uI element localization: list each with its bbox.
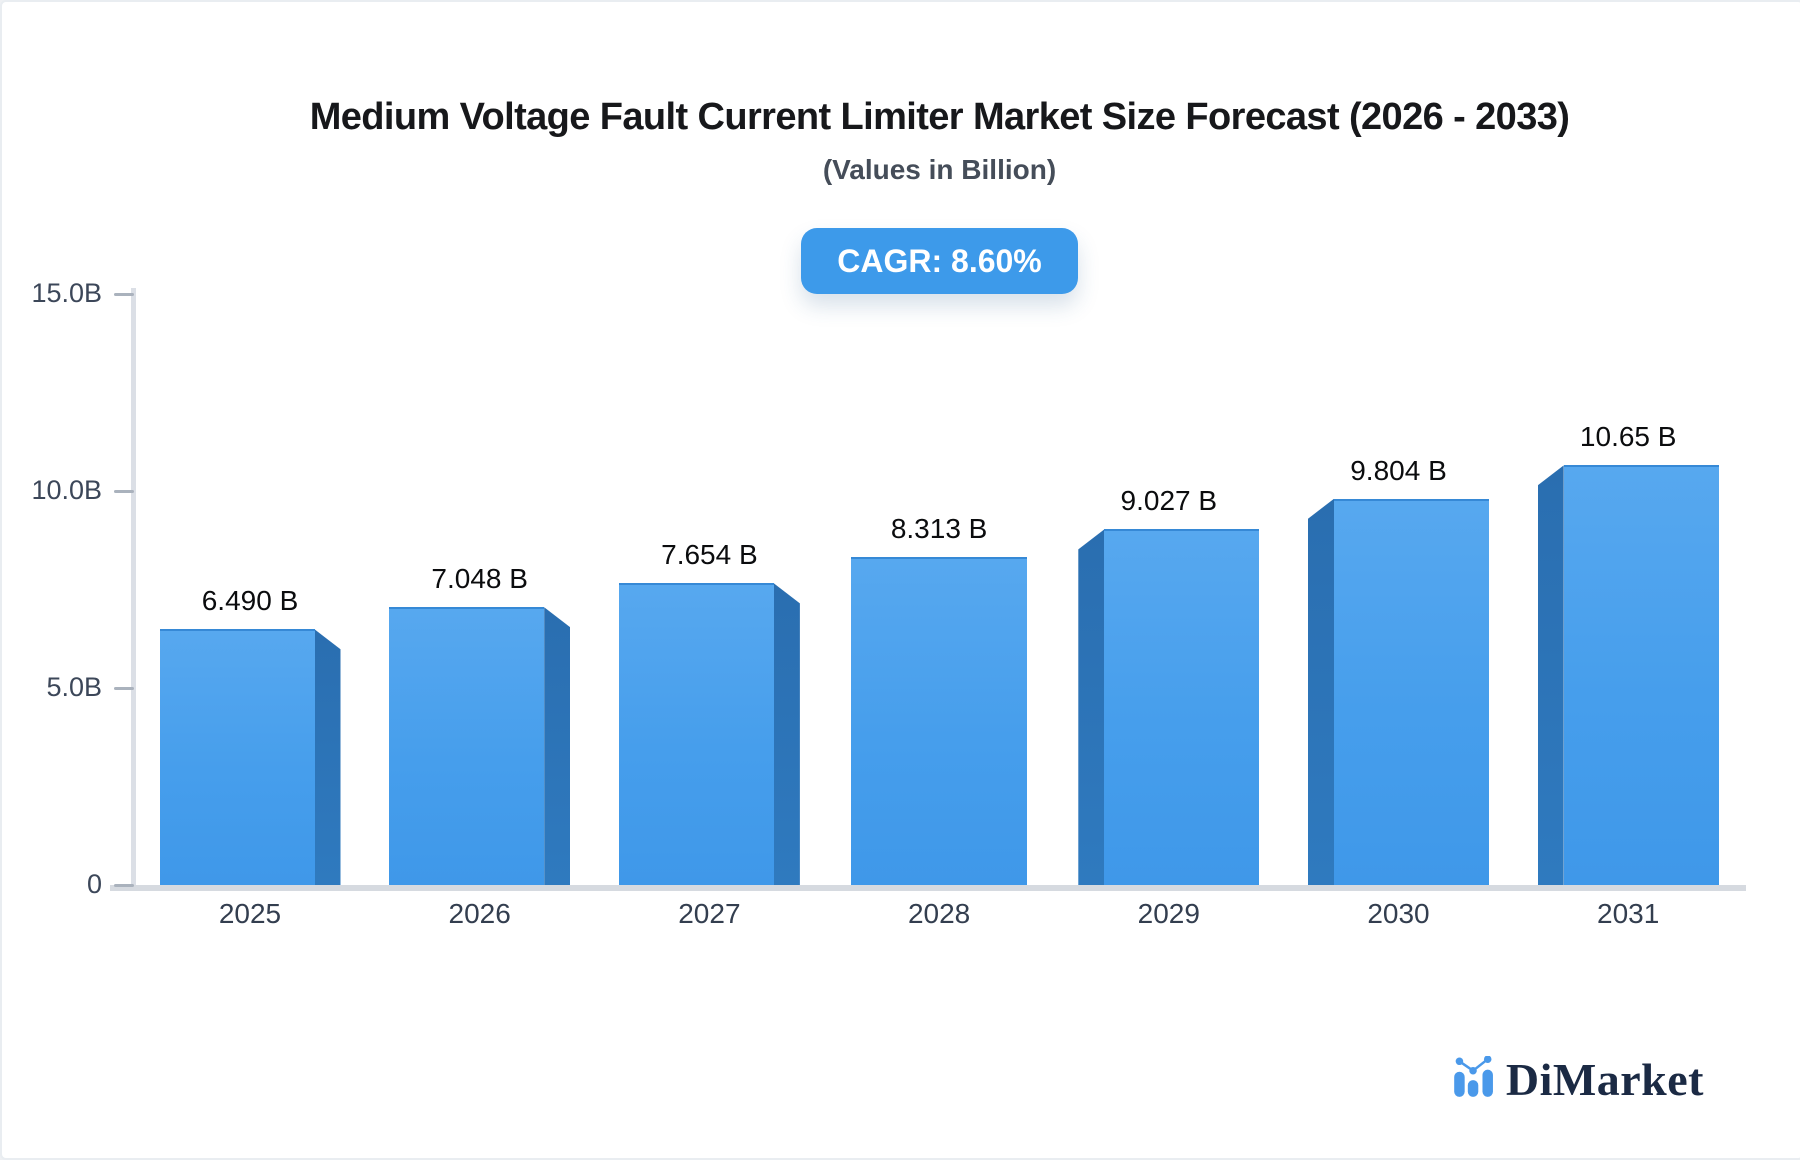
x-label-2030: 2030 xyxy=(1367,898,1430,929)
y-tick-label-0: 0 xyxy=(86,869,102,899)
y-tick-label-15.0B: 15.0B xyxy=(31,278,102,308)
bar-2031 xyxy=(1563,465,1719,885)
bar-2029 xyxy=(1104,529,1260,885)
x-label-2025: 2025 xyxy=(218,898,282,929)
bar-value-2025: 6.490 B xyxy=(201,585,299,617)
bar-chart-logo-icon xyxy=(1450,1055,1494,1103)
y-tick-label-5.0B: 5.0B xyxy=(46,672,102,702)
cagr-badge: CAGR: 8.60% xyxy=(801,228,1078,294)
x-axis-line xyxy=(110,885,1746,891)
bar-2031-side xyxy=(1537,465,1564,885)
x-label-2027: 2027 xyxy=(678,898,741,929)
y-axis-line xyxy=(131,288,136,888)
y-tick-dash-15.0B xyxy=(114,293,134,296)
brand-logo: DiMarket xyxy=(1450,1053,1704,1106)
bar-2027-side xyxy=(773,583,800,885)
bar-value-2027: 7.654 B xyxy=(661,539,758,571)
x-label-2026: 2026 xyxy=(448,898,511,929)
x-label-2028: 2028 xyxy=(907,898,971,929)
chart-subtitle: (Values in Billion) xyxy=(822,154,1057,185)
x-label-2029: 2029 xyxy=(1137,898,1200,929)
bar-2030 xyxy=(1334,498,1489,885)
bar-2026-side xyxy=(544,607,571,885)
bar-value-2029: 9.027 B xyxy=(1120,485,1218,517)
bar-2027 xyxy=(618,583,774,885)
chart-header: Medium Voltage Fault Current Limiter Mar… xyxy=(77,2,1800,294)
y-tick-dash-0 xyxy=(114,884,134,887)
bar-value-2028: 8.313 B xyxy=(890,513,988,545)
y-tick-dash-10.0B xyxy=(114,490,134,493)
bar-2025-side xyxy=(314,629,341,885)
brand-logo-text: DiMarket xyxy=(1505,1054,1704,1105)
bar-2028 xyxy=(851,557,1028,885)
y-tick-dash-5.0B xyxy=(114,687,134,690)
chart-title: Medium Voltage Fault Current Limiter Mar… xyxy=(309,96,1570,138)
bar-2030-side xyxy=(1308,498,1334,885)
bar-2026 xyxy=(389,607,545,885)
x-label-2031: 2031 xyxy=(1597,898,1660,929)
bar-value-2026: 7.048 B xyxy=(431,563,528,595)
y-tick-label-10.0B: 10.0B xyxy=(31,475,102,505)
bar-2029-side xyxy=(1078,529,1105,885)
bar-value-2030: 9.804 B xyxy=(1350,454,1447,486)
bar-2025 xyxy=(159,629,315,885)
bar-value-2031: 10.65 B xyxy=(1579,421,1677,453)
